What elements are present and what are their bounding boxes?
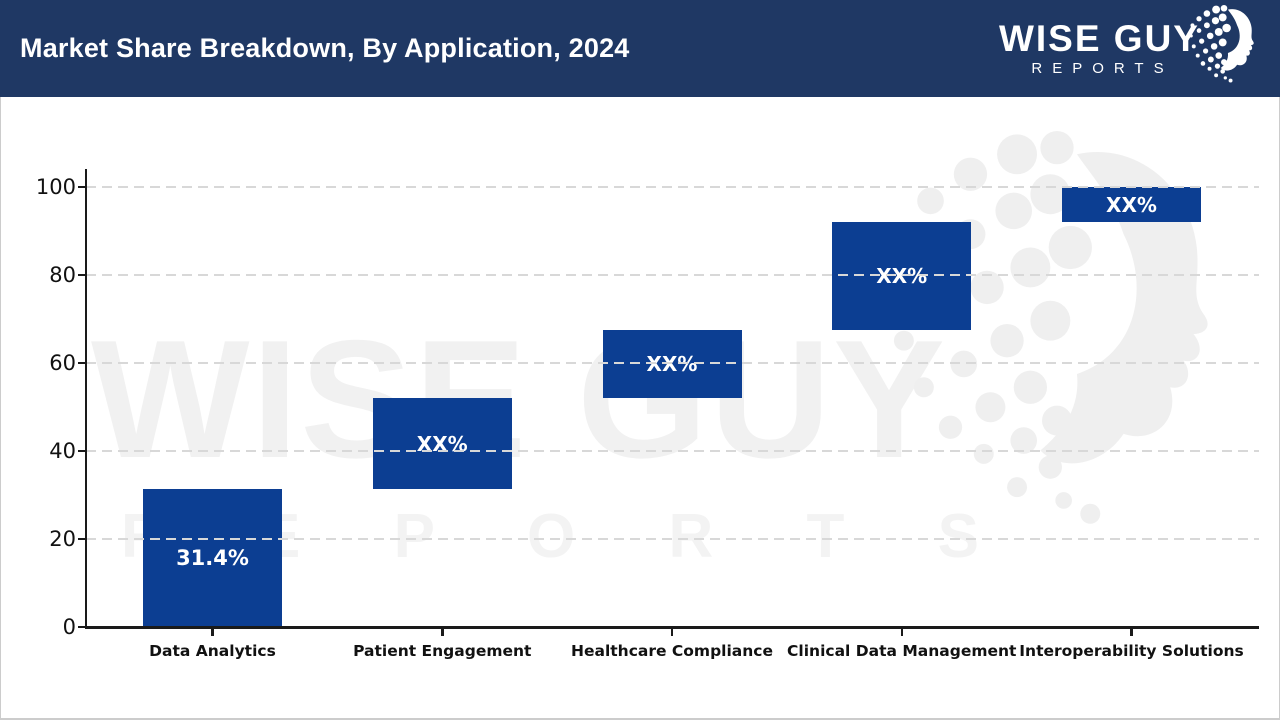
bar-data-analytics: 31.4% — [143, 488, 282, 627]
x-category-label: Data Analytics — [149, 642, 276, 660]
gridline — [86, 450, 1259, 452]
x-tick-mark — [211, 628, 214, 636]
y-tick-mark — [78, 361, 86, 365]
y-tick-mark — [78, 185, 86, 189]
bar-interoperability-solutions: XX% — [1062, 187, 1201, 223]
x-category-label: Healthcare Compliance — [571, 642, 773, 660]
y-tick-label: 80 — [49, 263, 76, 287]
y-tick-mark — [78, 273, 86, 277]
header-bar: Market Share Breakdown, By Application, … — [0, 0, 1280, 97]
gridline — [86, 362, 1259, 364]
x-category-label: Clinical Data Management — [787, 642, 1017, 660]
brand-name: WISE GUY — [998, 18, 1200, 59]
bar-value-label: XX% — [1106, 192, 1157, 217]
watermark-head-icon — [882, 130, 1208, 524]
x-axis-line — [84, 626, 1259, 629]
gridline — [86, 538, 1259, 540]
chart-canvas: WISE GUY R E P O R T S 0 20 40 60 80 100 31.4%… — [0, 97, 1280, 720]
page-title: Market Share Breakdown, By Application, … — [20, 33, 630, 63]
y-tick-label: 100 — [35, 175, 76, 199]
y-tick-label: 60 — [49, 351, 76, 375]
brand-head-icon — [1189, 4, 1254, 83]
x-tick-mark — [900, 628, 903, 636]
y-tick-label: 20 — [49, 527, 76, 551]
x-tick-mark — [670, 628, 674, 636]
x-tick-mark — [441, 628, 444, 636]
y-tick-label: 0 — [62, 615, 76, 639]
x-category-label: Patient Engagement — [353, 642, 532, 660]
y-tick-label: 40 — [49, 439, 76, 463]
brand-logo-text: WISE GUY REPORTS — [999, 20, 1200, 77]
brand-subname: REPORTS — [1031, 60, 1174, 77]
gridline — [86, 274, 1259, 276]
bar-value-label: 31.4% — [176, 545, 249, 570]
y-tick-mark — [78, 537, 86, 541]
gridline — [86, 186, 1259, 188]
bar-patient-engagement: XX% — [372, 398, 512, 489]
y-axis-line — [84, 169, 88, 628]
x-category-label: Interoperability Solutions — [1019, 642, 1244, 660]
brand-logo: WISE GUY REPORTS — [999, 0, 1280, 97]
y-tick-mark — [78, 449, 86, 453]
x-tick-mark — [1130, 628, 1133, 636]
y-tick-mark — [78, 625, 86, 629]
